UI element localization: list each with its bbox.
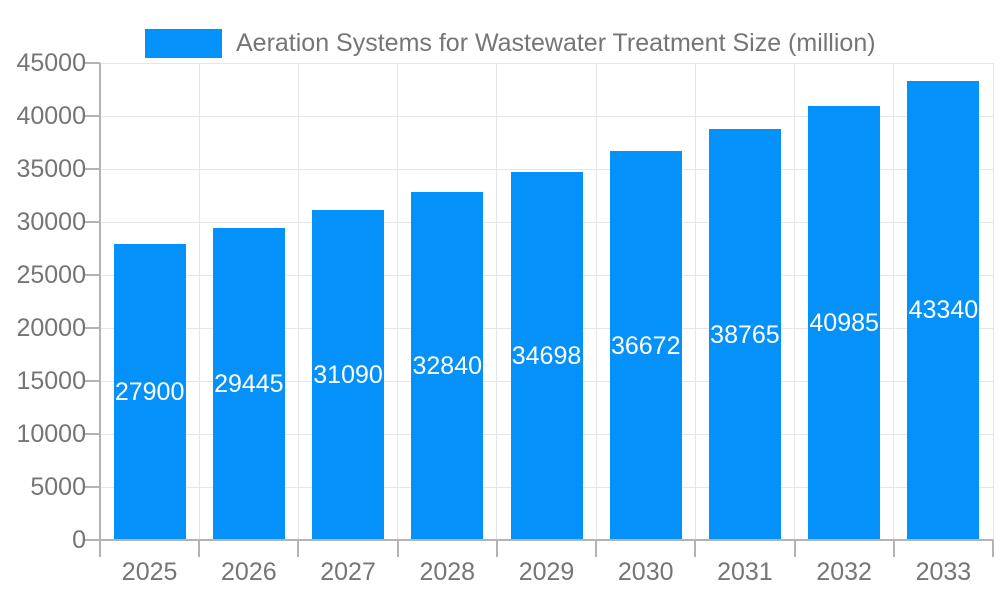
x-axis-line (99, 539, 993, 541)
bar-value-label: 36672 (610, 331, 681, 360)
bar-2025[interactable] (113, 244, 186, 540)
bar-value-label: 40985 (809, 308, 879, 337)
y-axis-line (99, 63, 101, 557)
y-tick-label: 45000 (16, 49, 86, 77)
gridline-y-45000 (100, 62, 993, 64)
bar-value-label: 27900 (114, 378, 185, 407)
bar-2027[interactable] (312, 210, 385, 540)
y-tick-label: 0 (72, 526, 86, 554)
x-tick-label: 2027 (320, 558, 376, 586)
bar-value-label: 29445 (214, 369, 284, 398)
y-tick-label: 30000 (16, 208, 86, 236)
y-tick-label: 5000 (30, 473, 86, 501)
gridline-category-boundary (397, 63, 399, 540)
y-tick-label: 15000 (16, 367, 86, 395)
y-tick-label: 20000 (16, 314, 86, 342)
bar-value-label: 43340 (908, 296, 979, 325)
gridline-y-35000 (100, 168, 993, 170)
bar-value-label: 38765 (710, 320, 780, 349)
y-axis-tick (84, 539, 100, 541)
y-tick-label: 10000 (16, 420, 86, 448)
bar-value-label: 34698 (511, 342, 582, 371)
y-axis-tick (84, 380, 100, 382)
x-axis-tick (495, 540, 498, 557)
legend-swatch (145, 28, 222, 58)
y-tick-label: 25000 (16, 261, 86, 289)
gridline-category-boundary (794, 63, 796, 540)
x-tick-label: 2033 (915, 558, 972, 586)
gridline-category-boundary (198, 63, 200, 540)
bar-value-label: 31090 (313, 361, 383, 390)
bar-2026[interactable] (212, 227, 285, 540)
y-axis-tick (84, 433, 100, 435)
gridline-category-boundary (297, 63, 299, 540)
x-axis-tick (595, 540, 598, 557)
legend-label: Aeration Systems for Wastewater Treatmen… (236, 28, 876, 57)
bar-2032[interactable] (808, 105, 881, 540)
x-axis-tick (694, 540, 697, 557)
y-axis-tick (84, 486, 100, 488)
x-tick-label: 2026 (221, 558, 277, 586)
y-axis-tick (84, 327, 100, 329)
y-axis-tick (84, 62, 100, 64)
gridline-y-40000 (100, 115, 993, 117)
x-axis-tick (892, 540, 895, 557)
y-tick-label: 35000 (16, 155, 86, 183)
x-tick-label: 2025 (121, 558, 178, 586)
gridline-category-boundary (694, 63, 696, 540)
y-axis-tick (84, 274, 100, 276)
gridline-category-boundary (893, 63, 895, 540)
gridline-category-boundary (595, 63, 597, 540)
y-axis-tick (84, 115, 100, 117)
x-tick-label: 2032 (816, 558, 872, 586)
x-tick-label: 2028 (419, 558, 476, 586)
bar-2028[interactable] (411, 191, 484, 540)
bar-2029[interactable] (510, 172, 583, 540)
y-axis-tick (84, 168, 100, 170)
bar-2030[interactable] (609, 151, 682, 540)
x-axis-tick (396, 540, 399, 557)
bar-2031[interactable] (708, 129, 781, 540)
x-axis-tick (198, 540, 201, 557)
x-axis-tick (793, 540, 796, 557)
gridline-category-boundary (496, 63, 498, 540)
y-axis-tick (84, 221, 100, 223)
x-tick-label: 2031 (717, 558, 773, 586)
y-tick-label: 40000 (16, 102, 86, 130)
x-tick-label: 2030 (617, 558, 674, 586)
gridline-category-boundary (992, 63, 994, 540)
x-tick-label: 2029 (518, 558, 575, 586)
x-axis-tick (297, 540, 300, 557)
legend: Aeration Systems for Wastewater Treatmen… (145, 28, 876, 58)
bar-value-label: 32840 (412, 351, 483, 380)
bar-2033[interactable] (907, 80, 980, 540)
x-axis-tick (992, 540, 994, 557)
